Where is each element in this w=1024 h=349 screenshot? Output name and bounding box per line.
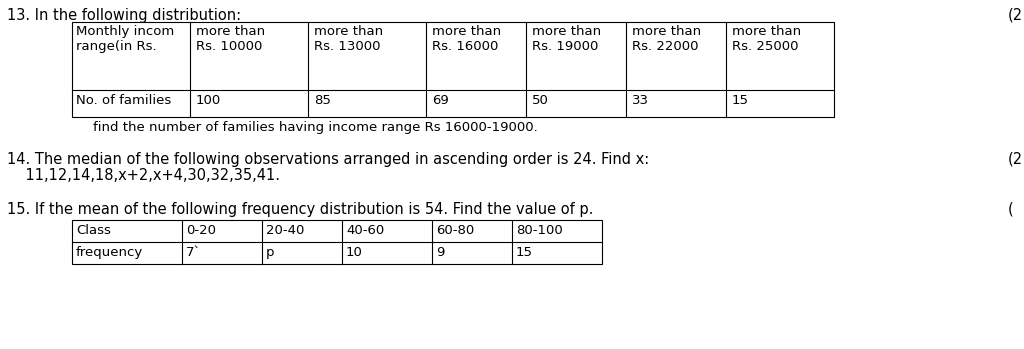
Text: more than
Rs. 10000: more than Rs. 10000: [196, 25, 265, 53]
Text: more than
Rs. 22000: more than Rs. 22000: [632, 25, 701, 53]
Text: 14. The median of the following observations arranged in ascending order is 24. : 14. The median of the following observat…: [7, 152, 649, 167]
Text: find the number of families having income range Rs 16000-19000.: find the number of families having incom…: [76, 121, 538, 134]
Text: 13. In the following distribution:: 13. In the following distribution:: [7, 8, 241, 23]
Text: 100: 100: [196, 94, 221, 107]
Text: 80-100: 80-100: [516, 224, 563, 237]
Text: more than
Rs. 13000: more than Rs. 13000: [314, 25, 383, 53]
Text: 20-40: 20-40: [266, 224, 304, 237]
Text: 15: 15: [732, 94, 749, 107]
Text: frequency: frequency: [76, 246, 143, 259]
Text: 15: 15: [516, 246, 534, 259]
Text: Monthly incom
range(in Rs.: Monthly incom range(in Rs.: [76, 25, 174, 53]
Text: more than
Rs. 19000: more than Rs. 19000: [532, 25, 601, 53]
Text: 11,12,14,18,x+2,x+4,30,32,35,41.: 11,12,14,18,x+2,x+4,30,32,35,41.: [7, 168, 280, 183]
Text: 15. If the mean of the following frequency distribution is 54. Find the value of: 15. If the mean of the following frequen…: [7, 202, 593, 217]
Text: (2: (2: [1008, 152, 1023, 167]
Text: 33: 33: [632, 94, 649, 107]
Text: 60-80: 60-80: [436, 224, 474, 237]
Text: (2: (2: [1008, 8, 1023, 23]
Text: 7`: 7`: [186, 246, 201, 259]
Text: 10: 10: [346, 246, 362, 259]
Text: 69: 69: [432, 94, 449, 107]
Text: more than
Rs. 25000: more than Rs. 25000: [732, 25, 801, 53]
Text: 85: 85: [314, 94, 331, 107]
Text: 50: 50: [532, 94, 549, 107]
Text: (: (: [1008, 202, 1014, 217]
Text: 9: 9: [436, 246, 444, 259]
Text: 40-60: 40-60: [346, 224, 384, 237]
Bar: [72, 22, 834, 117]
Bar: [72, 220, 602, 264]
Text: No. of families: No. of families: [76, 94, 171, 107]
Text: 0-20: 0-20: [186, 224, 216, 237]
Text: more than
Rs. 16000: more than Rs. 16000: [432, 25, 501, 53]
Text: Class: Class: [76, 224, 111, 237]
Text: p: p: [266, 246, 274, 259]
